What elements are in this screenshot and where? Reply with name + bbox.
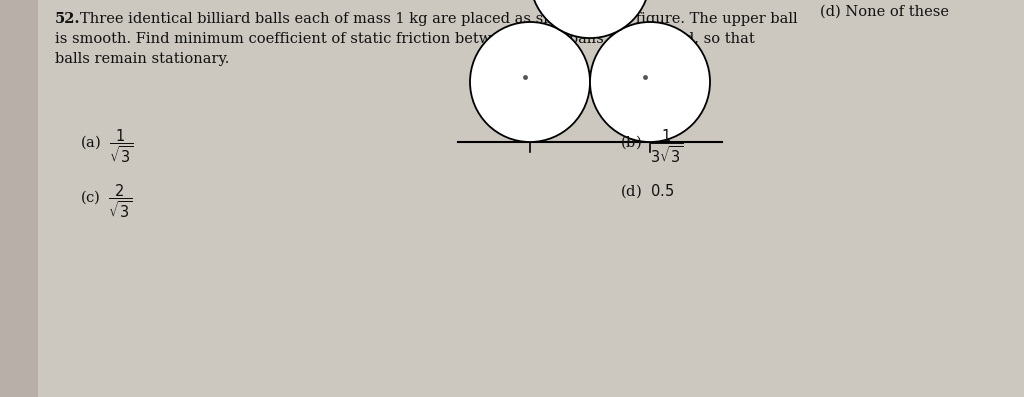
Circle shape	[470, 22, 590, 142]
Text: (c)  $\dfrac{2}{\sqrt{3}}$: (c) $\dfrac{2}{\sqrt{3}}$	[80, 182, 133, 220]
Circle shape	[530, 0, 650, 38]
Text: (d)  $0.5$: (d) $0.5$	[620, 182, 674, 200]
Text: 52.: 52.	[55, 12, 81, 26]
Text: (a)  $\dfrac{1}{\sqrt{3}}$: (a) $\dfrac{1}{\sqrt{3}}$	[80, 127, 133, 164]
Text: is smooth. Find minimum coefficient of static friction between lower balls and g: is smooth. Find minimum coefficient of s…	[55, 32, 755, 46]
Circle shape	[590, 22, 710, 142]
Text: balls remain stationary.: balls remain stationary.	[55, 52, 229, 66]
Text: (b)  $\dfrac{1}{3\sqrt{3}}$: (b) $\dfrac{1}{3\sqrt{3}}$	[620, 127, 683, 164]
Text: (d) None of these: (d) None of these	[820, 5, 949, 19]
Bar	[0, 0, 38, 397]
Text: Three identical billiard balls each of mass 1 kg are placed as shown in the figu: Three identical billiard balls each of m…	[80, 12, 798, 26]
